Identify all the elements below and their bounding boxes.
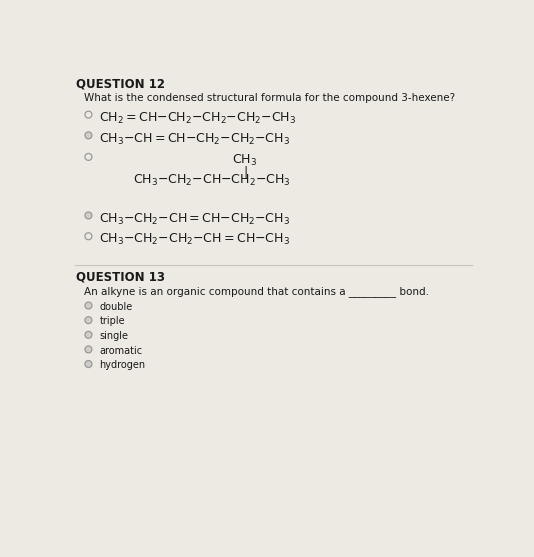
Text: $|$: $|$ [244,164,248,180]
Circle shape [85,317,92,324]
Text: single: single [99,331,128,341]
Text: What is the condensed structural formula for the compound 3-hexene?: What is the condensed structural formula… [84,93,455,103]
Text: $\mathregular{CH_3}$: $\mathregular{CH_3}$ [232,153,257,168]
Text: hydrogen: hydrogen [99,360,145,370]
Text: QUESTION 12: QUESTION 12 [76,77,165,91]
Circle shape [85,302,92,309]
Text: $\mathregular{CH_3{-}CH_2{-}CH_2{-}CH{=}CH{-}CH_3}$: $\mathregular{CH_3{-}CH_2{-}CH_2{-}CH{=}… [99,232,290,247]
Circle shape [85,346,92,353]
Text: An alkyne is an organic compound that contains a _________ bond.: An alkyne is an organic compound that co… [84,286,429,297]
Text: $\mathregular{CH_3{-}CH_2{-}CH{-}CH_2{-}CH_3}$: $\mathregular{CH_3{-}CH_2{-}CH{-}CH_2{-}… [132,173,290,188]
Text: triple: triple [99,316,125,326]
Text: aromatic: aromatic [99,345,143,355]
Circle shape [85,212,92,219]
Circle shape [85,132,92,139]
Text: double: double [99,302,132,312]
Text: $\mathregular{CH_2{=}CH{-}CH_2{-}CH_2{-}CH_2{-}CH_3}$: $\mathregular{CH_2{=}CH{-}CH_2{-}CH_2{-}… [99,111,296,126]
Text: QUESTION 13: QUESTION 13 [76,271,165,284]
Circle shape [85,360,92,368]
Circle shape [85,331,92,338]
Text: $\mathregular{CH_3{-}CH_2{-}CH{=}CH{-}CH_2{-}CH_3}$: $\mathregular{CH_3{-}CH_2{-}CH{=}CH{-}CH… [99,212,290,227]
Text: $\mathregular{CH_3{-}CH{=}CH{-}CH_2{-}CH_2{-}CH_3}$: $\mathregular{CH_3{-}CH{=}CH{-}CH_2{-}CH… [99,131,290,146]
